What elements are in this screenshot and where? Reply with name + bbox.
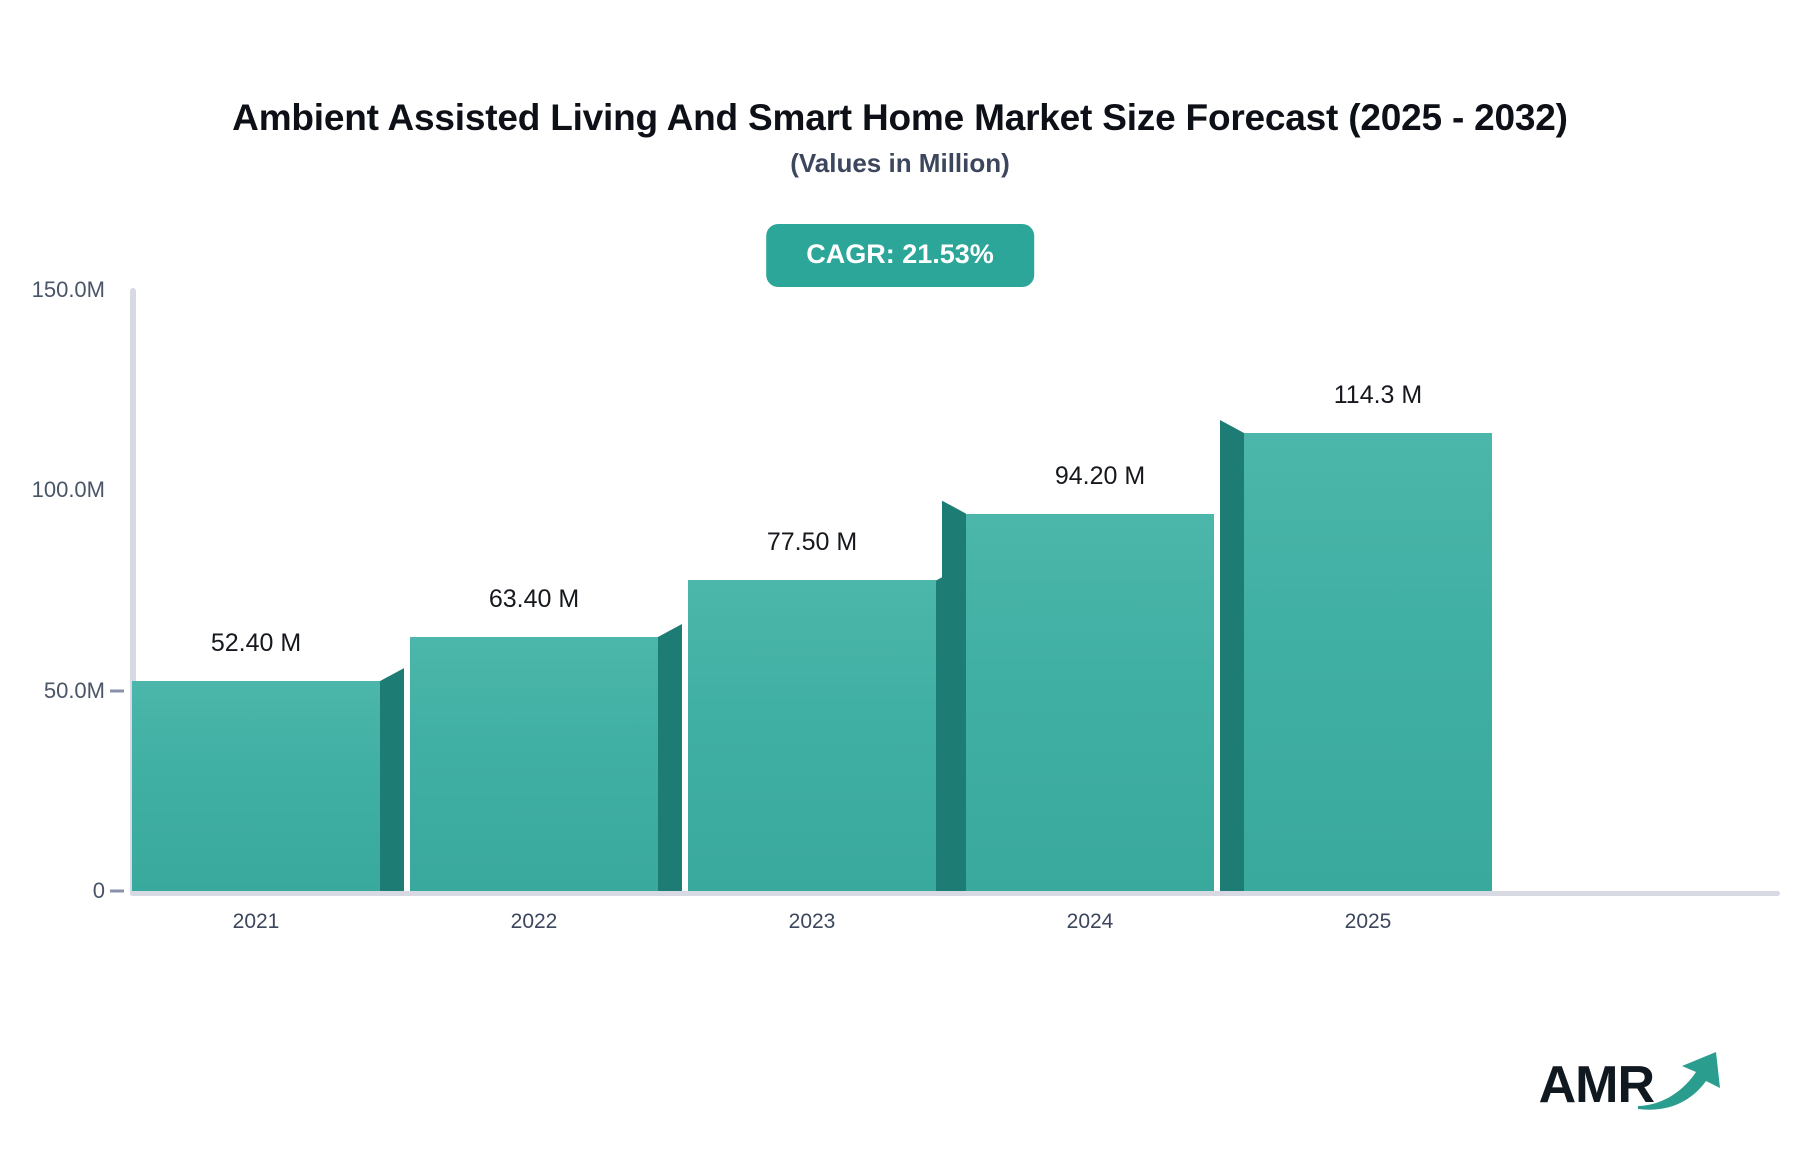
y-axis-tick-label: 50.0M bbox=[43, 677, 105, 703]
bar-value-label: 114.3 M bbox=[1333, 381, 1423, 410]
bar-value-label: 77.50 M bbox=[766, 528, 858, 557]
growth-arrow-icon bbox=[1636, 1048, 1722, 1117]
amr-logo: AMR bbox=[1539, 1050, 1722, 1120]
bar-value-label: 94.20 M bbox=[1054, 461, 1146, 490]
x-axis-tick-label: 2023 bbox=[788, 910, 836, 933]
bar-2021 bbox=[132, 668, 404, 891]
x-axis-line bbox=[130, 891, 1780, 896]
bar-2025 bbox=[1220, 420, 1492, 891]
x-axis-tick-label: 2025 bbox=[1344, 910, 1392, 933]
bar-side-face bbox=[658, 623, 682, 891]
bar-2022 bbox=[410, 623, 682, 891]
bar-side-face bbox=[942, 500, 966, 891]
bar-side-face bbox=[1220, 420, 1244, 891]
bar-front-face bbox=[1244, 433, 1492, 891]
y-axis-tick-mark bbox=[110, 689, 124, 693]
bar-front-face bbox=[132, 681, 380, 891]
bar-2024 bbox=[942, 500, 1214, 891]
bar-value-label: 52.40 M bbox=[210, 629, 302, 658]
chart-title: Ambient Assisted Living And Smart Home M… bbox=[232, 97, 1568, 138]
cagr-badge: CAGR: 21.53% bbox=[766, 224, 1034, 287]
chart-subtitle: (Values in Million) bbox=[790, 148, 1010, 178]
y-axis-tick-label: 100.0M bbox=[31, 477, 105, 503]
y-axis-line bbox=[130, 288, 136, 896]
y-axis-tick-label: 0 bbox=[92, 878, 105, 903]
bar-front-face bbox=[966, 513, 1214, 891]
y-axis-tick-mark bbox=[110, 889, 124, 893]
x-axis-tick-label: 2022 bbox=[510, 910, 558, 933]
x-axis-tick-label: 2021 bbox=[232, 910, 280, 933]
bar-side-face bbox=[380, 668, 404, 891]
bar-front-face bbox=[688, 580, 936, 891]
y-axis-tick-label: 150.0M bbox=[31, 277, 105, 302]
x-axis-tick-label: 2024 bbox=[1066, 910, 1114, 933]
amr-logo-text: AMR bbox=[1538, 1056, 1655, 1114]
bar-front-face bbox=[410, 636, 658, 891]
bar-2023 bbox=[688, 567, 960, 891]
bar-value-label: 63.40 M bbox=[488, 584, 580, 613]
